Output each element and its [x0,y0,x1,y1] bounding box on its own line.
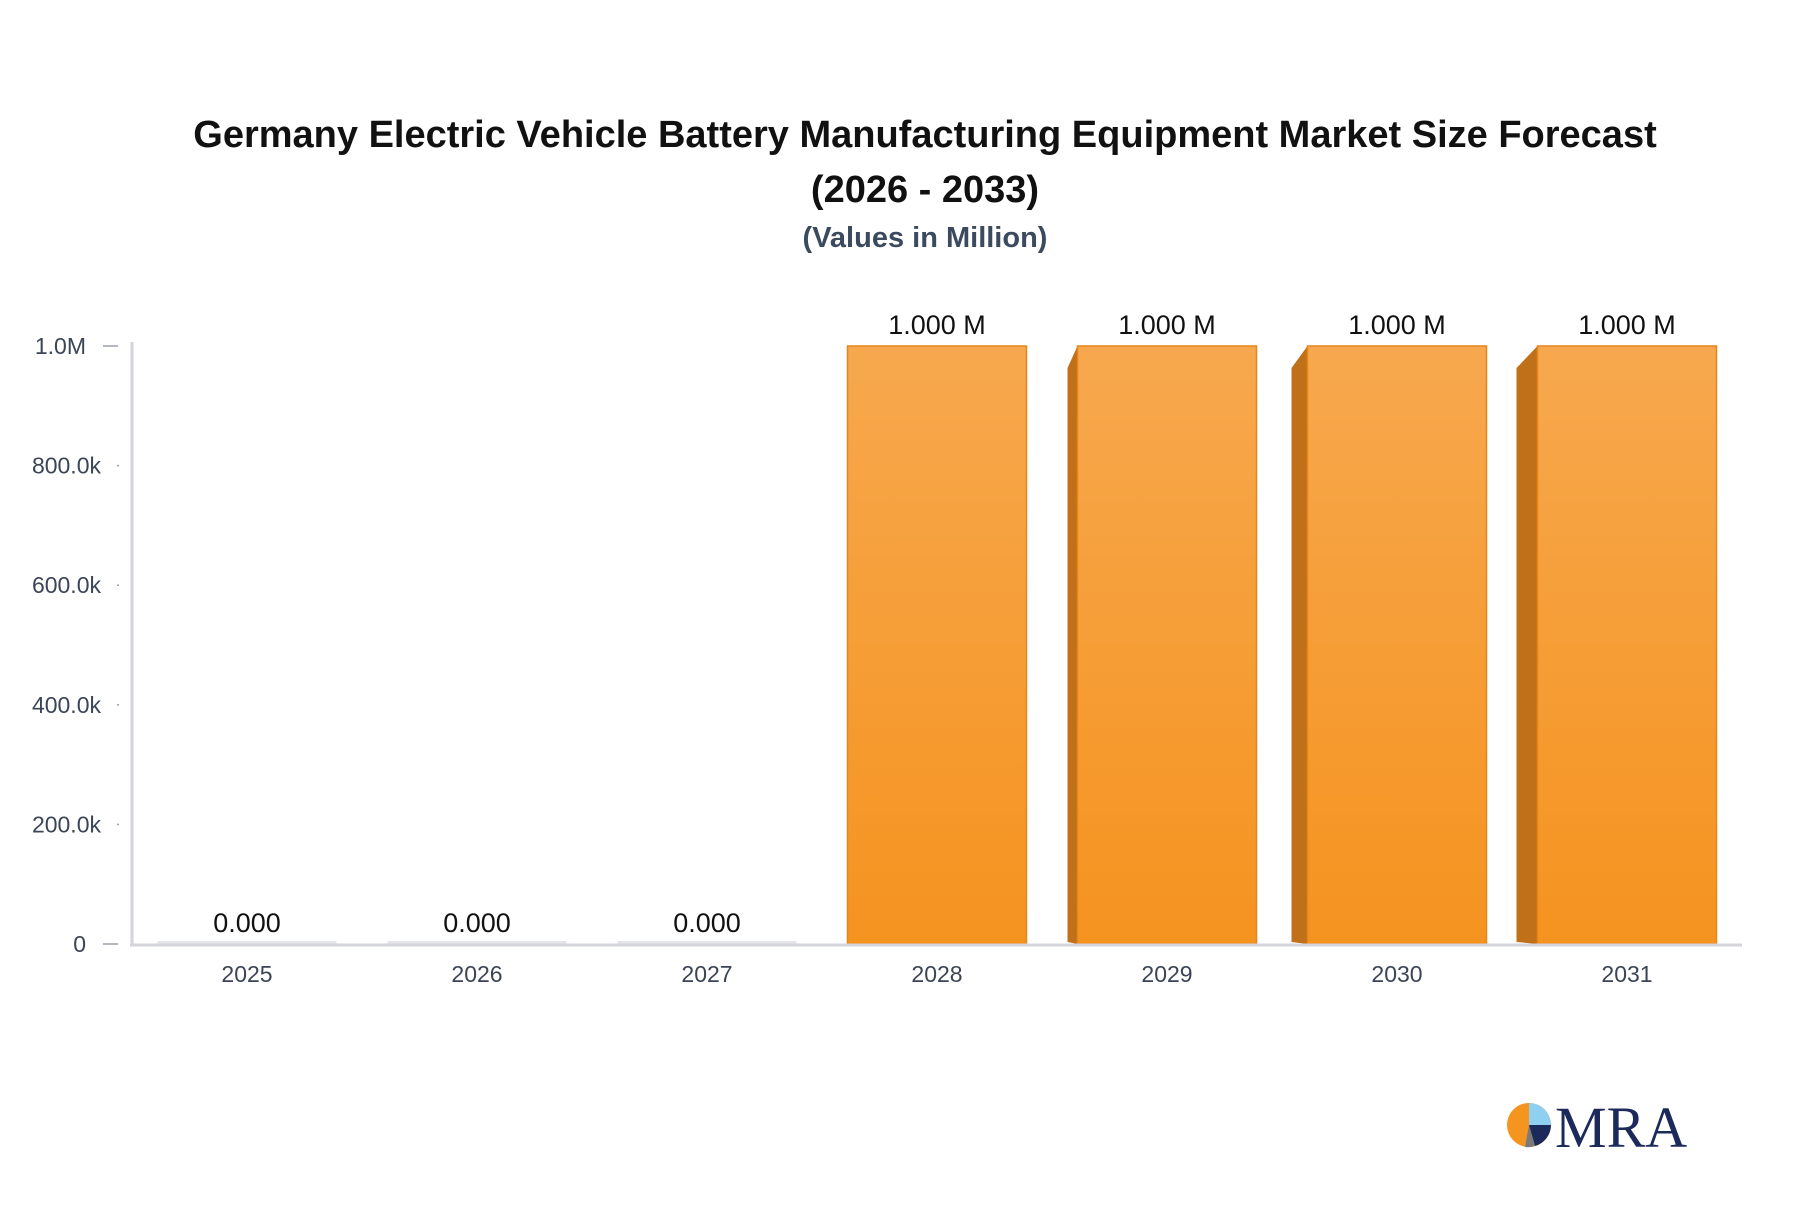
svg-text:MRA: MRA [1555,1095,1687,1155]
bar-side [1516,346,1538,944]
mra-logo-icon: MRA [1507,1095,1687,1155]
data-label: 1.000 M [888,310,986,340]
data-label: 0.000 [213,908,281,938]
y-tick-label: 1.0M [35,333,86,359]
mra-logo: MRA [1505,1095,1705,1155]
bar-side [1067,346,1078,944]
chart-title: Germany Electric Vehicle Battery Manufac… [100,108,1750,218]
bar [1536,345,1718,945]
y-tick-label: 600.0k [32,572,102,598]
x-tick-label: 2027 [681,961,732,987]
bar [617,941,797,944]
x-tick-label: 2026 [451,961,502,987]
x-tick-label: 2030 [1371,961,1422,987]
y-tick-label: 0 [73,931,86,957]
x-tick-label: 2025 [221,961,272,987]
chart-subtitle: (Values in Million) [802,222,1048,254]
data-label: 1.000 M [1578,310,1676,340]
chart-title-line-1: Germany Electric Vehicle Battery Manufac… [193,114,1657,156]
bar [387,941,567,944]
bar-side [1291,346,1308,944]
bar [1076,345,1258,945]
bar [1306,345,1488,945]
x-tick-label: 2028 [911,961,962,987]
bar [846,345,1028,945]
y-tick-label: 800.0k [32,453,102,479]
x-tick-label: 2031 [1601,961,1652,987]
chart-title-line-2: (2026 - 2033) [810,169,1040,211]
y-tick-label: 400.0k [32,692,102,718]
data-label: 1.000 M [1118,310,1216,340]
data-label: 0.000 [673,908,741,938]
data-label: 1.000 M [1348,310,1446,340]
x-tick-label: 2029 [1141,961,1192,987]
bar [157,941,337,944]
y-tick-label: 200.0k [32,811,102,837]
data-label: 0.000 [443,908,511,938]
